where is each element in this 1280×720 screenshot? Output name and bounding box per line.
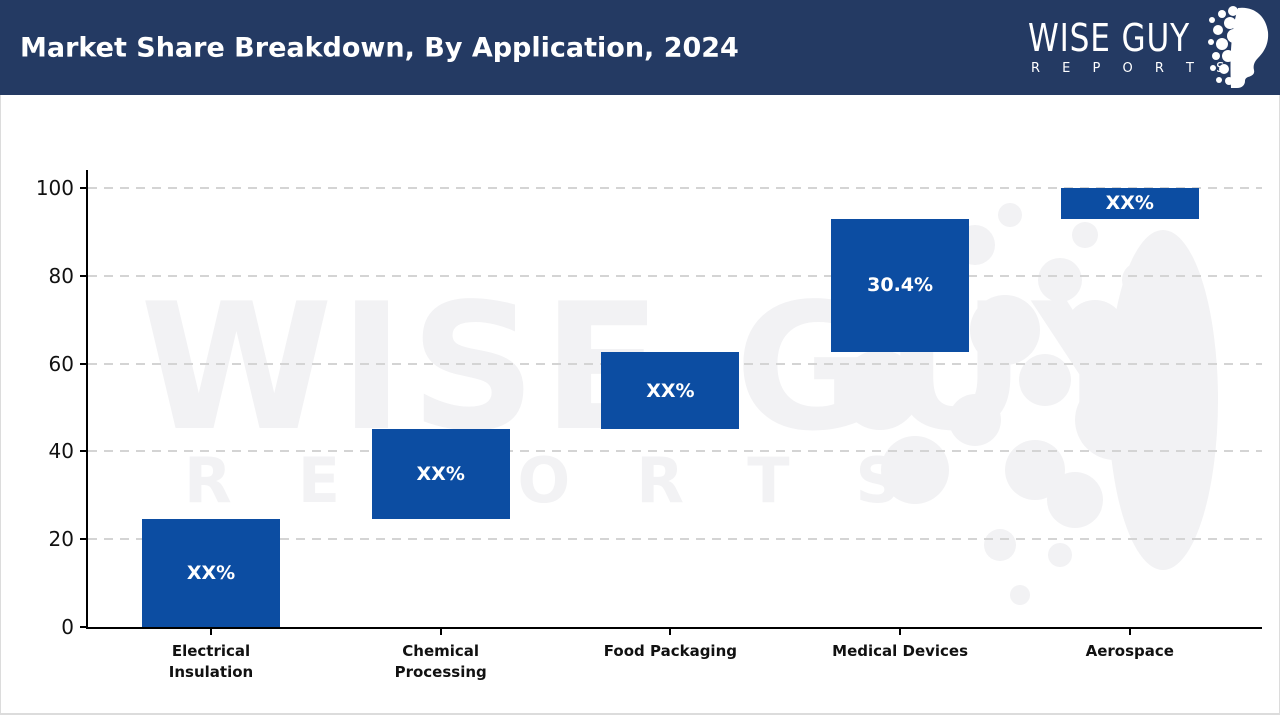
bar-value-label: XX% [646, 379, 695, 402]
bottom-hairline [0, 713, 1280, 715]
reports-wordmark: R E P O R T S [1031, 61, 1234, 76]
y-tick-mark [80, 187, 88, 189]
x-tick-mark [210, 627, 212, 635]
gridline-20 [88, 538, 1262, 541]
y-tick-mark [80, 538, 88, 541]
x-tick-mark [669, 627, 672, 635]
x-axis-category-label: Aerospace [1085, 642, 1174, 660]
gridline-40 [88, 450, 1262, 453]
y-tick-label: 40 [48, 439, 74, 464]
y-tick-label: 20 [48, 527, 74, 552]
header-band: Market Share Breakdown, By Application, … [0, 0, 1280, 95]
bar-3: XX% [601, 352, 740, 430]
y-tick-label: 0 [61, 615, 74, 639]
bar-5: XX% [1060, 188, 1199, 219]
x-axis-category-label: Electrical Insulation [168, 642, 254, 681]
bar-value-label: 30.4% [867, 274, 934, 297]
y-tick-mark [80, 274, 88, 277]
bar-value-label: XX% [416, 463, 465, 486]
x-axis-category-label: Food Packaging [603, 642, 737, 660]
x-tick-mark [1128, 627, 1131, 635]
y-tick-label: 60 [48, 351, 74, 376]
bar-value-label: XX% [186, 562, 236, 585]
y-tick-mark [80, 450, 88, 453]
y-tick-mark [80, 362, 88, 365]
gridline-80 [88, 274, 1262, 277]
x-axis-category-label: Medical Devices [832, 642, 969, 660]
dotted-head-icon [1208, 6, 1269, 89]
gridline-100 [88, 187, 1262, 189]
bar-4: 30.4% [831, 218, 970, 353]
bar-1: XX% [142, 519, 280, 627]
y-tick-mark [80, 626, 88, 628]
x-tick-mark [899, 627, 902, 635]
wiseguy-wordmark: WISE GUY [1028, 16, 1190, 60]
y-axis-spine [86, 170, 88, 629]
left-hairline [0, 95, 1, 714]
bar-value-label: XX% [1105, 192, 1154, 215]
x-tick-mark [439, 627, 442, 635]
x-axis-spine [86, 627, 1262, 629]
page-title: Market Share Breakdown, By Application, … [20, 32, 739, 63]
brand-logo-text: WISE GUY R E P O R T S [1028, 18, 1233, 76]
x-axis-category-label: Chemical Processing [394, 642, 487, 681]
y-tick-label: 80 [48, 263, 74, 288]
bar-2: XX% [371, 429, 510, 520]
brand-logo: WISE GUY R E P O R T S [1028, 4, 1269, 92]
y-tick-label: 100 [35, 176, 74, 200]
